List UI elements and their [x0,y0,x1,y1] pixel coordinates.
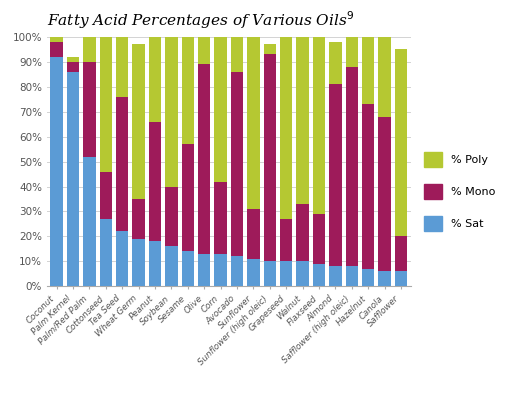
Bar [296,37,309,204]
Bar [116,231,128,286]
Bar [100,37,112,171]
Bar [395,271,407,286]
Bar [231,72,243,256]
Bar [231,256,243,286]
Bar [329,42,342,84]
Bar [346,67,358,266]
Bar [296,261,309,286]
Bar [83,157,96,286]
Bar [67,62,79,72]
Bar [296,204,309,261]
Bar [50,57,63,286]
Bar [264,54,276,261]
Bar [133,199,145,239]
Bar [67,57,79,62]
Bar [264,261,276,286]
Bar [231,37,243,72]
Bar [149,37,161,121]
Bar [379,37,391,117]
Bar [50,42,63,57]
Bar [149,121,161,241]
Bar [214,254,227,286]
Bar [214,182,227,254]
Bar [362,269,374,286]
Bar [313,264,325,286]
Bar [181,252,194,286]
Bar [329,84,342,266]
Bar [198,37,211,64]
Bar [247,209,259,259]
Bar [83,37,96,62]
Bar [181,37,194,144]
Bar [165,37,177,187]
Bar [280,219,292,261]
Bar [165,246,177,286]
Bar [313,34,325,214]
Bar [313,214,325,264]
Bar [100,171,112,219]
Bar [247,37,259,209]
Bar [395,236,407,271]
Bar [247,259,259,286]
Bar [362,104,374,269]
Bar [116,97,128,231]
Bar [280,37,292,219]
Bar [346,34,358,67]
Bar [67,72,79,286]
Bar [50,37,63,42]
Bar [379,117,391,271]
Bar [100,219,112,286]
Bar [165,187,177,246]
Bar [116,37,128,97]
Bar [198,254,211,286]
Bar [346,266,358,286]
Bar [198,64,211,254]
Bar [214,37,227,182]
Bar [181,144,194,252]
Text: Fatty Acid Percentages of Various Oils$^{9}$: Fatty Acid Percentages of Various Oils$^… [47,9,354,31]
Bar [280,261,292,286]
Legend: % Poly, % Mono, % Sat: % Poly, % Mono, % Sat [420,148,500,235]
Bar [83,62,96,157]
Bar [395,49,407,236]
Bar [133,239,145,286]
Bar [329,266,342,286]
Bar [362,34,374,104]
Bar [379,271,391,286]
Bar [264,44,276,54]
Bar [133,44,145,199]
Bar [149,241,161,286]
